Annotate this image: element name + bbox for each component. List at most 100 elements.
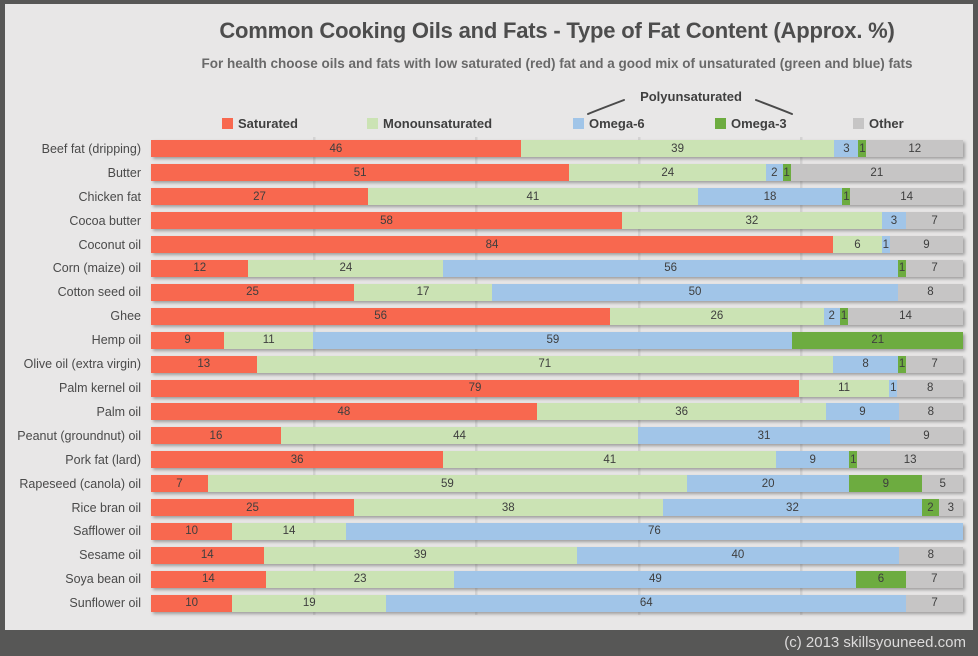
- bar-segment-monounsaturated: 41: [443, 451, 777, 469]
- value-label: 13: [197, 357, 211, 370]
- value-label: 14: [200, 549, 214, 562]
- bar-segment-saturated: 56: [151, 307, 611, 325]
- stacked-bar: 9 11 59 21: [151, 331, 963, 349]
- value-label: 6: [854, 238, 861, 251]
- stacked-bar: 79 11 1 8: [151, 379, 963, 397]
- legend-item-omega-6: Omega-6: [573, 116, 645, 131]
- chart-row: Rapeseed (canola) oil 7 59 20 9 5: [5, 472, 963, 496]
- value-label: 8: [926, 381, 934, 394]
- bar-segment-omega-3: 1: [849, 451, 858, 469]
- gridline-80: [800, 137, 803, 615]
- stacked-bar: 25 17 50 8: [151, 283, 963, 301]
- value-label: 1: [890, 381, 897, 394]
- value-label: 17: [416, 286, 430, 299]
- stacked-bar: 14 39 40 8: [151, 546, 963, 564]
- value-label: 79: [468, 381, 482, 394]
- value-label: 41: [526, 190, 540, 203]
- bar-segment-other: 8: [898, 403, 963, 421]
- value-label: 13: [903, 453, 917, 466]
- value-label: 1: [783, 166, 790, 179]
- bar-segment-monounsaturated: 41: [368, 188, 698, 206]
- bar-segment-other: 3: [938, 499, 963, 517]
- legend-label: Omega-6: [589, 116, 645, 131]
- value-label: 46: [329, 142, 343, 155]
- bar-segment-omega-3: 1: [858, 140, 867, 158]
- bar-segment-omega-3: 1: [842, 188, 851, 206]
- chart-area: Common Cooking Oils and Fats - Type of F…: [5, 4, 973, 630]
- legend-swatch-omega-6: [573, 118, 584, 129]
- bar-segment-omega-6: 50: [492, 283, 899, 301]
- value-label: 10: [185, 525, 198, 538]
- value-label: 25: [246, 286, 259, 299]
- bar-segment-saturated: 51: [151, 164, 570, 182]
- bar-segment-omega-6: 1: [889, 379, 898, 397]
- value-label: 2: [927, 501, 934, 514]
- value-label: 9: [184, 333, 191, 346]
- value-label: 59: [440, 477, 454, 490]
- value-label: 20: [761, 477, 775, 490]
- bar-segment-saturated: 7: [151, 475, 208, 493]
- value-label: 76: [648, 525, 661, 538]
- value-label: 3: [947, 501, 954, 514]
- chart-row: Cocoa butter 58 32 3 7: [5, 209, 963, 233]
- value-label: 10: [185, 596, 198, 609]
- value-label: 24: [339, 262, 353, 275]
- value-label: 3: [890, 214, 898, 227]
- bar-segment-monounsaturated: 71: [256, 355, 834, 373]
- value-label: 14: [900, 190, 914, 203]
- legend-item-other: Other: [853, 116, 904, 131]
- bar-segment-omega-6: 59: [313, 331, 793, 349]
- legend-item-monounsaturated: Monounsaturated: [367, 116, 492, 131]
- value-label: 18: [763, 190, 777, 203]
- legend-swatch-monounsaturated: [367, 118, 378, 129]
- legend-swatch-omega-3: [715, 118, 726, 129]
- value-label: 1: [898, 357, 906, 370]
- value-label: 23: [353, 573, 367, 586]
- legend-label: Omega-3: [731, 116, 787, 131]
- category-label: Sunflower oil: [69, 596, 141, 611]
- bar-segment-omega-6: 40: [577, 546, 899, 564]
- gridline-40: [475, 137, 478, 615]
- bar-segment-omega-3: 2: [922, 499, 939, 517]
- category-label: Chicken fat: [78, 189, 141, 204]
- bar-segment-omega-6: 76: [345, 522, 963, 540]
- bar-segment-other: 7: [906, 355, 963, 373]
- bar-segment-other: 9: [889, 236, 963, 254]
- bar-segment-other: 7: [905, 570, 963, 588]
- stacked-bar: 12 24 56 1 7: [151, 259, 963, 277]
- bar-segment-other: 9: [889, 427, 963, 445]
- bar-segment-monounsaturated: 24: [569, 164, 767, 182]
- bar-segment-other: 12: [866, 140, 963, 158]
- value-label: 8: [927, 405, 935, 418]
- bar-segment-other: 21: [790, 164, 963, 182]
- value-label: 12: [908, 142, 922, 155]
- value-label: 56: [664, 262, 678, 275]
- bar-segment-monounsaturated: 24: [248, 259, 444, 277]
- value-label: 1: [898, 262, 906, 275]
- bar-segment-monounsaturated: 17: [354, 283, 493, 301]
- value-label: 1: [859, 142, 866, 155]
- bar-segment-saturated: 13: [151, 355, 257, 373]
- value-label: 7: [931, 262, 938, 275]
- category-label: Beef fat (dripping): [41, 141, 141, 156]
- chart-row: Butter 51 24 2 1 21: [5, 161, 963, 185]
- value-label: 7: [931, 596, 938, 609]
- value-label: 1: [882, 238, 890, 251]
- bar-segment-monounsaturated: 32: [621, 212, 882, 230]
- chart-row: Rice bran oil 25 38 32 2 3: [5, 496, 963, 520]
- value-label: 51: [353, 166, 367, 179]
- chart-subtitle: For health choose oils and fats with low…: [201, 56, 913, 71]
- bar-segment-saturated: 48: [151, 403, 537, 421]
- value-label: 14: [282, 525, 296, 538]
- chart-row: Chicken fat 27 41 18 1 14: [5, 185, 963, 209]
- bar-segment-saturated: 58: [151, 212, 622, 230]
- bar-segment-saturated: 16: [151, 427, 281, 445]
- value-label: 21: [870, 166, 884, 179]
- value-label: 32: [745, 214, 759, 227]
- category-label: Pork fat (lard): [65, 452, 141, 467]
- stacked-bar: 7 59 20 9 5: [151, 475, 963, 493]
- chart-row: Hemp oil 9 11 59 21: [5, 328, 963, 352]
- bar-rows: Beef fat (dripping) 46 39 3 1 12 Butter 51 24 2 1 2…: [5, 137, 963, 615]
- stacked-bar: 48 36 9 8: [151, 403, 963, 421]
- chart-row: Coconut oil 84 6 1 9: [5, 233, 963, 257]
